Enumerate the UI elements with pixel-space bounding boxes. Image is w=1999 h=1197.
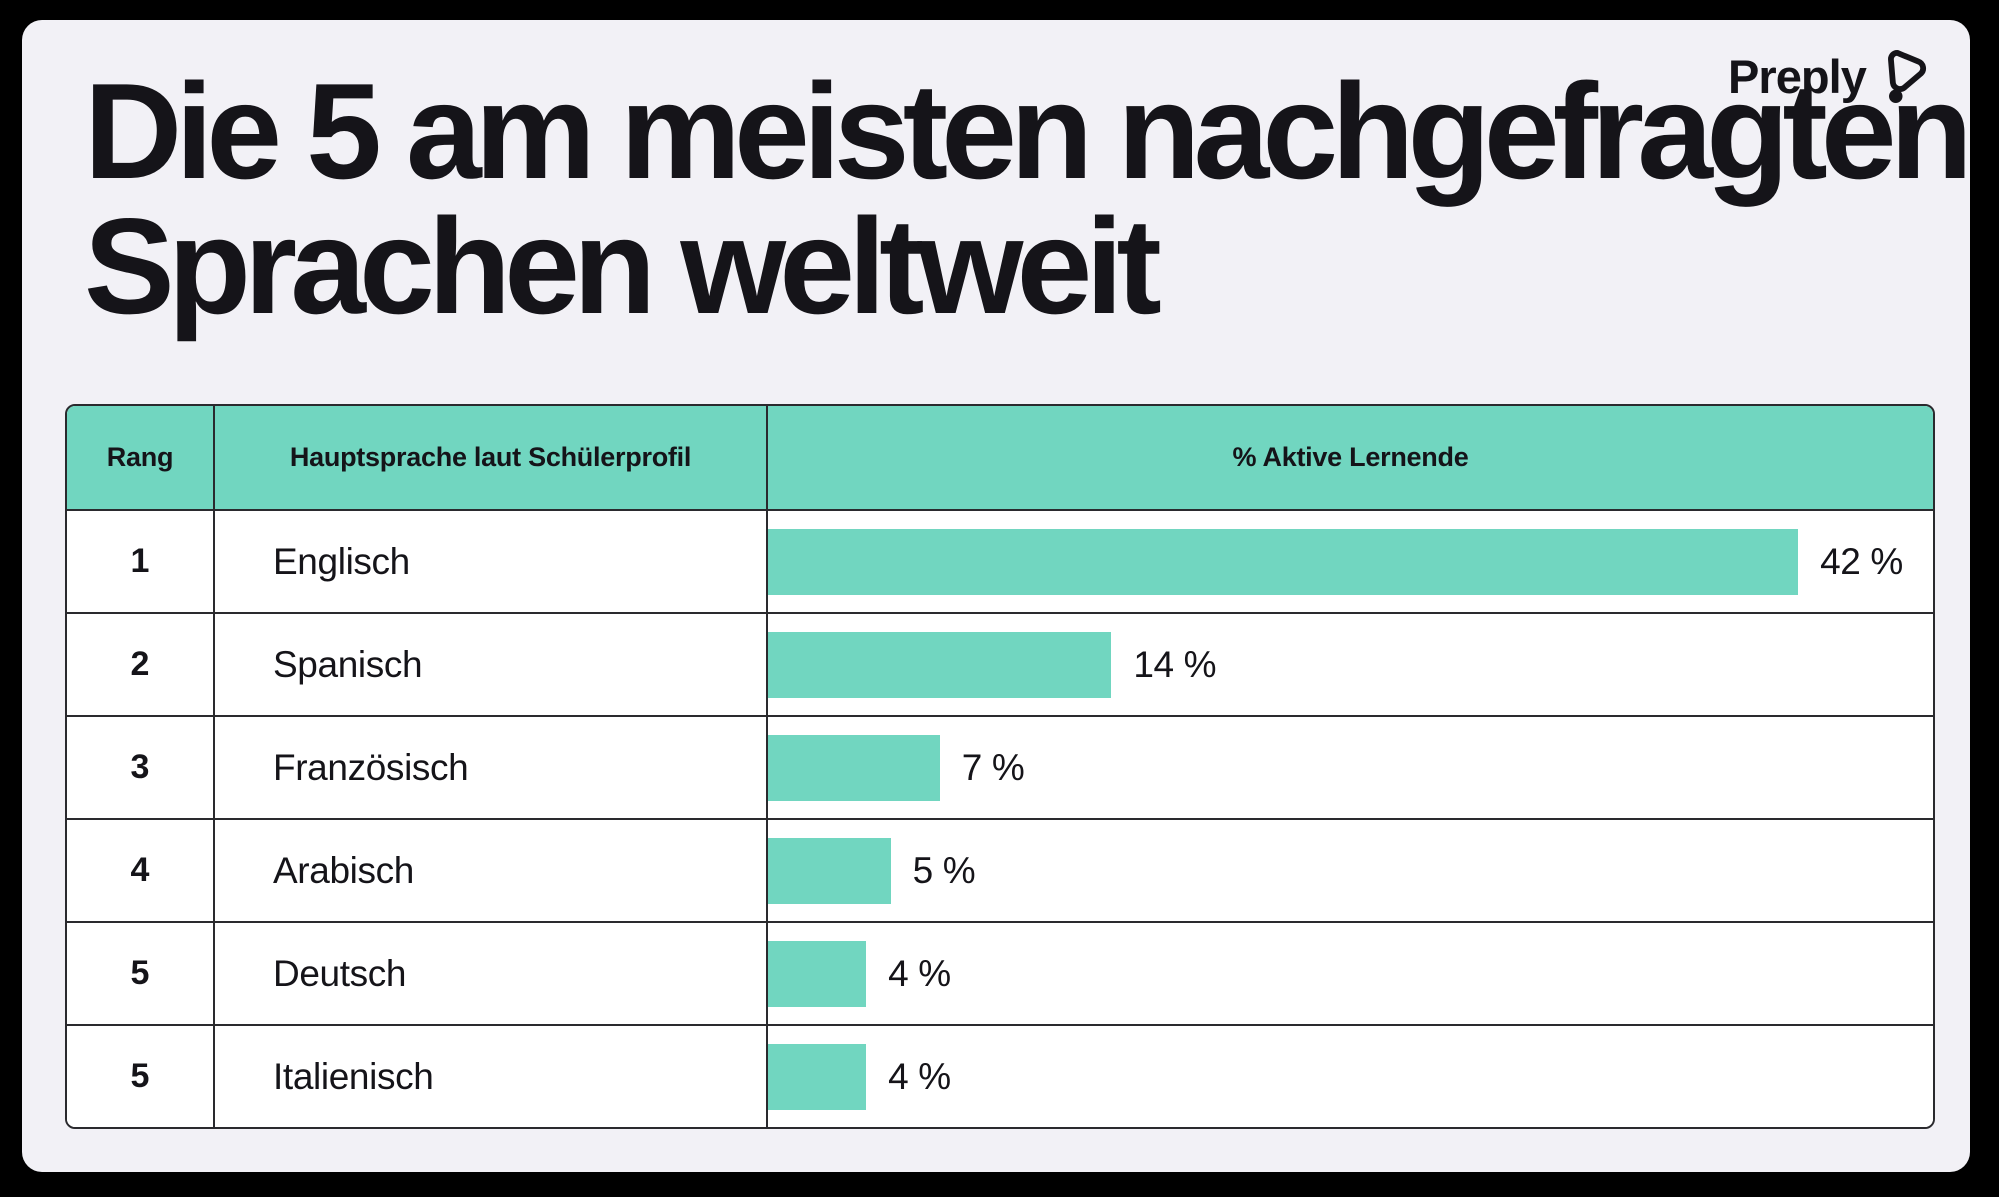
bar-cell: 4 % [766,1026,1933,1127]
rank-cell: 3 [130,748,150,786]
language-cell: Französisch [213,717,766,818]
table-row: 5 Deutsch 4 % [67,921,1933,1024]
bar-cell: 42 % [766,511,1933,612]
rank-cell: 2 [130,645,150,683]
header-percent: % Aktive Lernende [766,406,1933,509]
percent-bar [768,940,867,1007]
percent-label: 7 % [961,746,1025,788]
preply-speech-bubble-icon [1876,46,1930,106]
table-row: 5 Italienisch 4 % [67,1024,1933,1127]
language-cell: Deutsch [213,923,766,1024]
percent-label: 14 % [1133,643,1217,685]
bar-cell: 14 % [766,614,1933,715]
page-title-line2: Sprachen weltweit [84,189,1162,342]
percent-label: 4 % [888,1055,951,1097]
percent-label: 42 % [1820,540,1903,582]
header-language: Hauptsprache laut Schülerprofil [213,406,766,509]
header-rank: Rang [106,442,174,472]
language-cell: Spanisch [213,614,766,715]
table-row: 3 Französisch 7 % [67,715,1933,818]
rank-cell: 5 [130,1057,150,1095]
rank-cell: 4 [130,851,150,889]
language-cell: Englisch [213,511,766,612]
bar-cell: 4 % [766,923,1933,1024]
language-ranking-table: Rang Hauptsprache laut Schülerprofil % A… [65,404,1935,1129]
rank-cell: 1 [130,542,150,580]
table-row: 4 Arabisch 5 % [67,818,1933,921]
percent-bar [768,1043,867,1110]
rank-cell: 5 [130,954,150,992]
table-row: 1 Englisch 42 % [67,509,1933,612]
table-header-row: Rang Hauptsprache laut Schülerprofil % A… [67,406,1933,509]
preply-logo: Preply [1728,46,1930,106]
percent-label: 5 % [912,849,976,891]
preply-logo-text: Preply [1727,49,1867,103]
bar-cell: 5 % [766,820,1933,921]
percent-bar [768,837,891,904]
language-cell: Arabisch [213,820,766,921]
percent-label: 4 % [888,952,951,994]
bar-cell: 7 % [766,717,1933,818]
percent-bar [768,631,1112,698]
table-row: 2 Spanisch 14 % [67,612,1933,715]
percent-bar [768,734,940,801]
language-cell: Italienisch [213,1026,766,1127]
infographic-card: Preply Die 5 am meisten nachgefragten Sp… [22,20,1973,1172]
table-body: 1 Englisch 42 % 2 Spanisch 14 % 3 Französisch 7 … [67,509,1933,1127]
percent-bar [768,528,1799,595]
page-title: Die 5 am meisten nachgefragten Sprachen … [84,63,1973,334]
page-title-line1: Die 5 am meisten nachgefragten [84,55,1973,207]
